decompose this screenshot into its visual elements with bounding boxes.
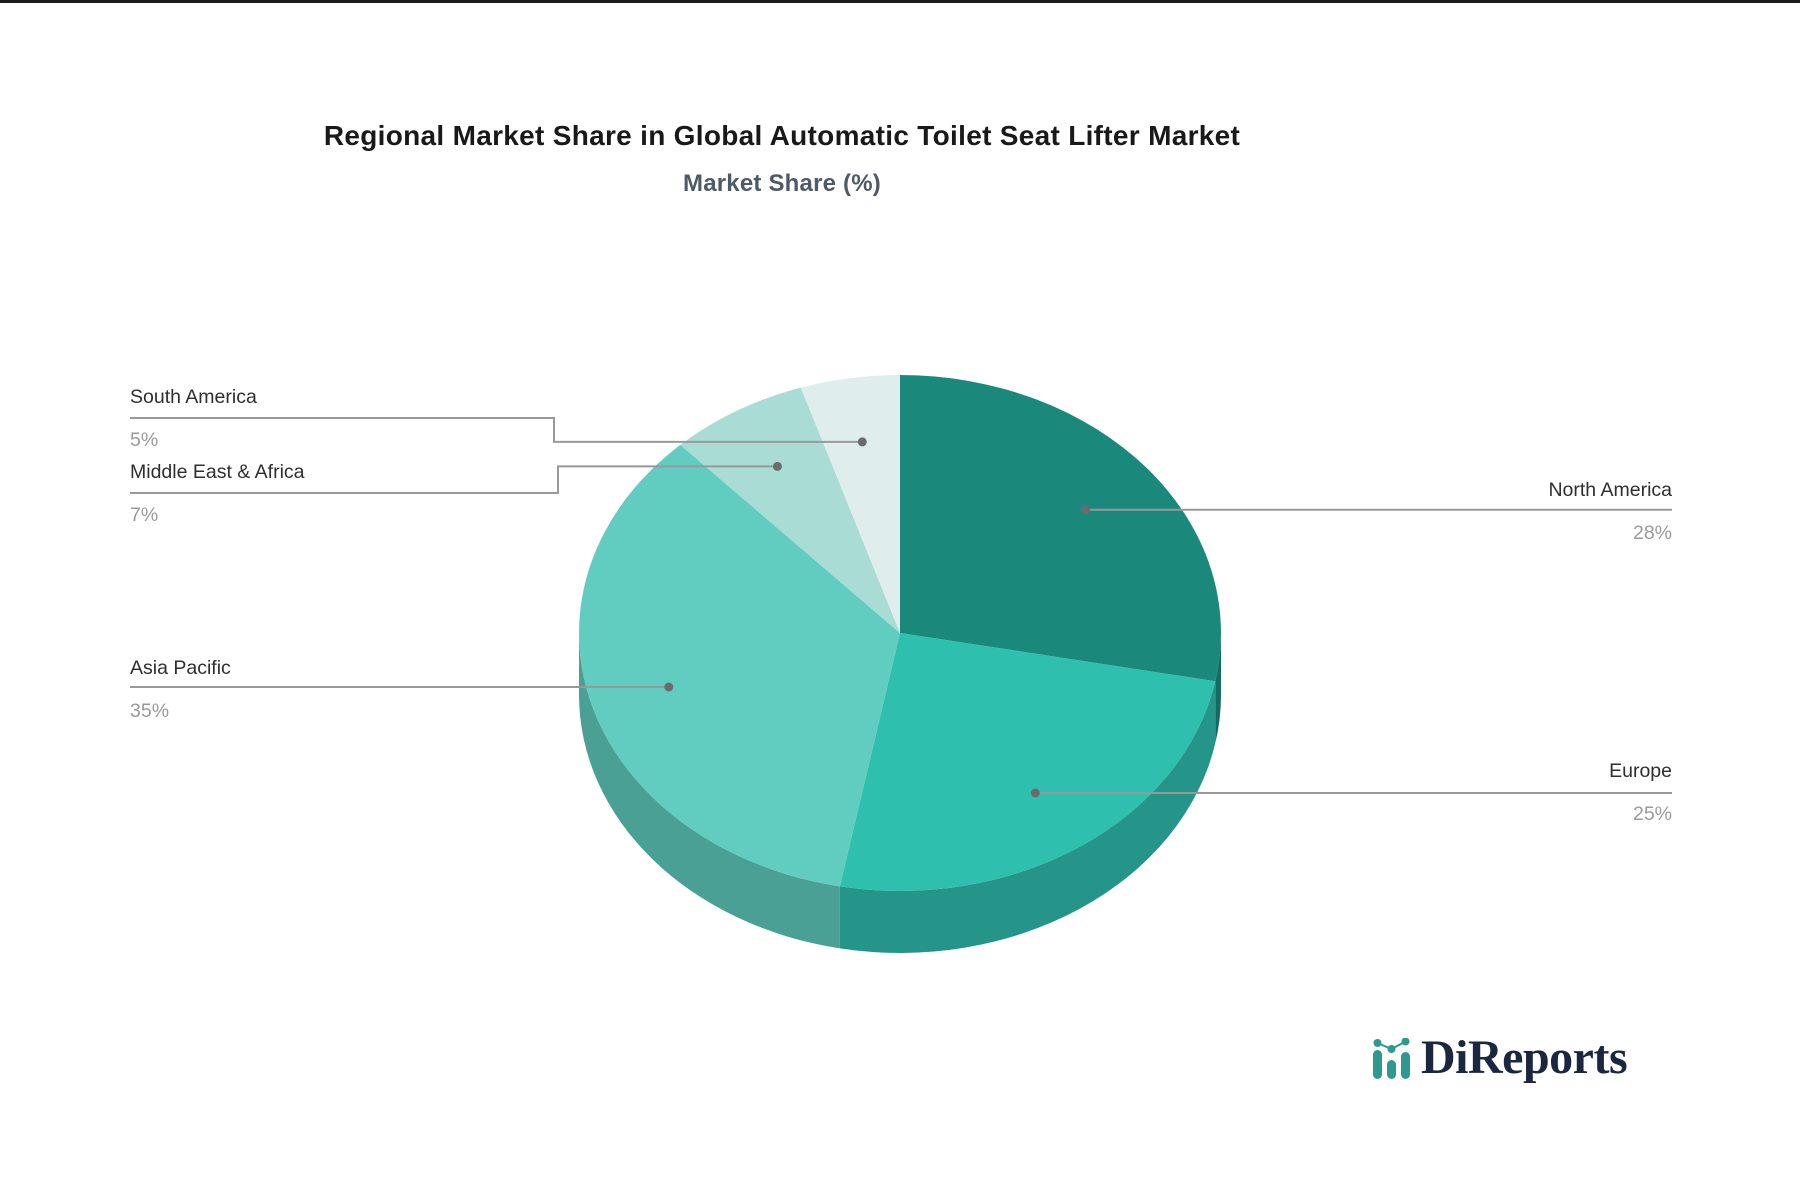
chart-subtitle: Market Share (%)	[683, 170, 881, 197]
label-south-america: South America 5%	[130, 384, 257, 453]
callout-dot-north-america	[1081, 505, 1090, 515]
pie-slice-south-america[interactable]	[800, 375, 900, 633]
slice-label: North America	[1548, 479, 1672, 501]
pie-slice-side-asia-pacific	[579, 633, 840, 949]
slice-label: Middle East & Africa	[130, 461, 305, 483]
window-top-edge	[0, 0, 1800, 3]
callout-dot-middle-east-africa	[772, 461, 782, 471]
pie-slice-side-europe	[839, 681, 1216, 953]
logo-text: DiReports	[1421, 1031, 1628, 1084]
callout-dot-asia-pacific	[664, 682, 674, 692]
callout-dot-south-america	[857, 437, 867, 447]
pie-slice-north-america[interactable]	[900, 375, 1221, 682]
slice-label: Europe	[1609, 760, 1672, 782]
slice-value: 35%	[130, 700, 170, 722]
label-middle-east-africa: Middle East & Africa 7%	[130, 459, 305, 528]
pie-slice-side-north-america	[1215, 633, 1221, 744]
slice-value: 25%	[1632, 803, 1672, 825]
callout-line-south-america	[130, 417, 863, 443]
bar-chart-logo-icon	[1373, 1038, 1410, 1080]
chart-title: Regional Market Share in Global Automati…	[323, 120, 1241, 151]
slice-value: 5%	[130, 429, 159, 451]
pie-slice-asia-pacific[interactable]	[579, 444, 900, 887]
pie-slice-middle-east-africa[interactable]	[680, 387, 900, 633]
callout-dot-europe	[1030, 788, 1040, 798]
callout-line-middle-east-africa	[130, 465, 778, 494]
slice-label: Asia Pacific	[130, 657, 231, 679]
slice-value: 7%	[130, 504, 159, 526]
slice-value: 28%	[1632, 522, 1672, 544]
label-asia-pacific: Asia Pacific 35%	[130, 655, 231, 724]
direports-logo: DiReports	[1372, 1031, 1628, 1084]
label-europe: Europe 25%	[1609, 758, 1672, 827]
slice-label: South America	[130, 386, 257, 408]
label-north-america: North America 28%	[1548, 477, 1672, 546]
pie-slice-europe[interactable]	[839, 633, 1216, 891]
